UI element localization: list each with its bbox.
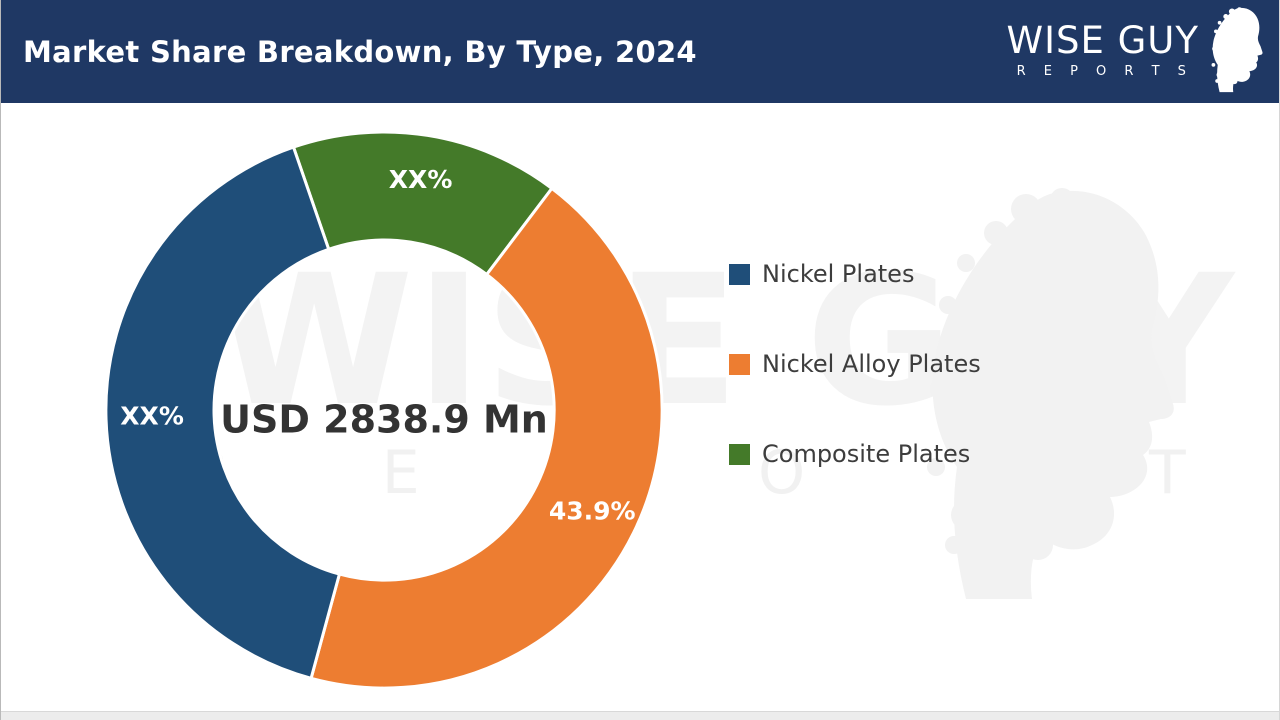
brand-subtitle: R E P O R T S: [1016, 64, 1193, 79]
legend-swatch-icon: [729, 263, 750, 285]
slice-value-label: XX%: [120, 402, 184, 431]
donut-slices: [104, 130, 664, 690]
donut-slice-labels: XX% 43.9% XX%: [120, 165, 635, 526]
chart-legend: Nickel Plates Nickel Alloy Plates Compos…: [729, 252, 981, 522]
footer-strip: [1, 711, 1279, 720]
slice-value-label: 43.9%: [549, 496, 636, 525]
legend-item-composite-plates: Composite Plates: [729, 432, 981, 476]
brand-logo: WISE GUY R E P O R T S: [1007, 6, 1263, 94]
donut-slice-nickel-alloy-plates: [309, 186, 664, 690]
legend-swatch-icon: [729, 443, 750, 465]
page-title: Market Share Breakdown, By Type, 2024: [23, 34, 697, 69]
legend-swatch-icon: [729, 353, 750, 375]
header: Market Share Breakdown, By Type, 2024 WI…: [1, 0, 1279, 103]
legend-label: Nickel Alloy Plates: [762, 350, 981, 378]
legend-label: Nickel Plates: [762, 260, 915, 288]
legend-label: Composite Plates: [762, 440, 971, 468]
slice-value-label: XX%: [389, 165, 453, 194]
donut-chart: XX% 43.9% XX% USD 2838.9 Mn: [104, 130, 664, 690]
donut-slice-nickel-plates: [104, 145, 341, 680]
legend-item-nickel-plates: Nickel Plates: [729, 252, 981, 296]
legend-item-nickel-alloy-plates: Nickel Alloy Plates: [729, 342, 981, 386]
brand-face-icon: [1211, 7, 1263, 93]
brand-wordmark: WISE GUY R E P O R T S: [1006, 19, 1199, 80]
chart-center-value: USD 2838.9 Mn: [220, 398, 548, 442]
brand-name: WISE GUY: [1006, 19, 1199, 62]
